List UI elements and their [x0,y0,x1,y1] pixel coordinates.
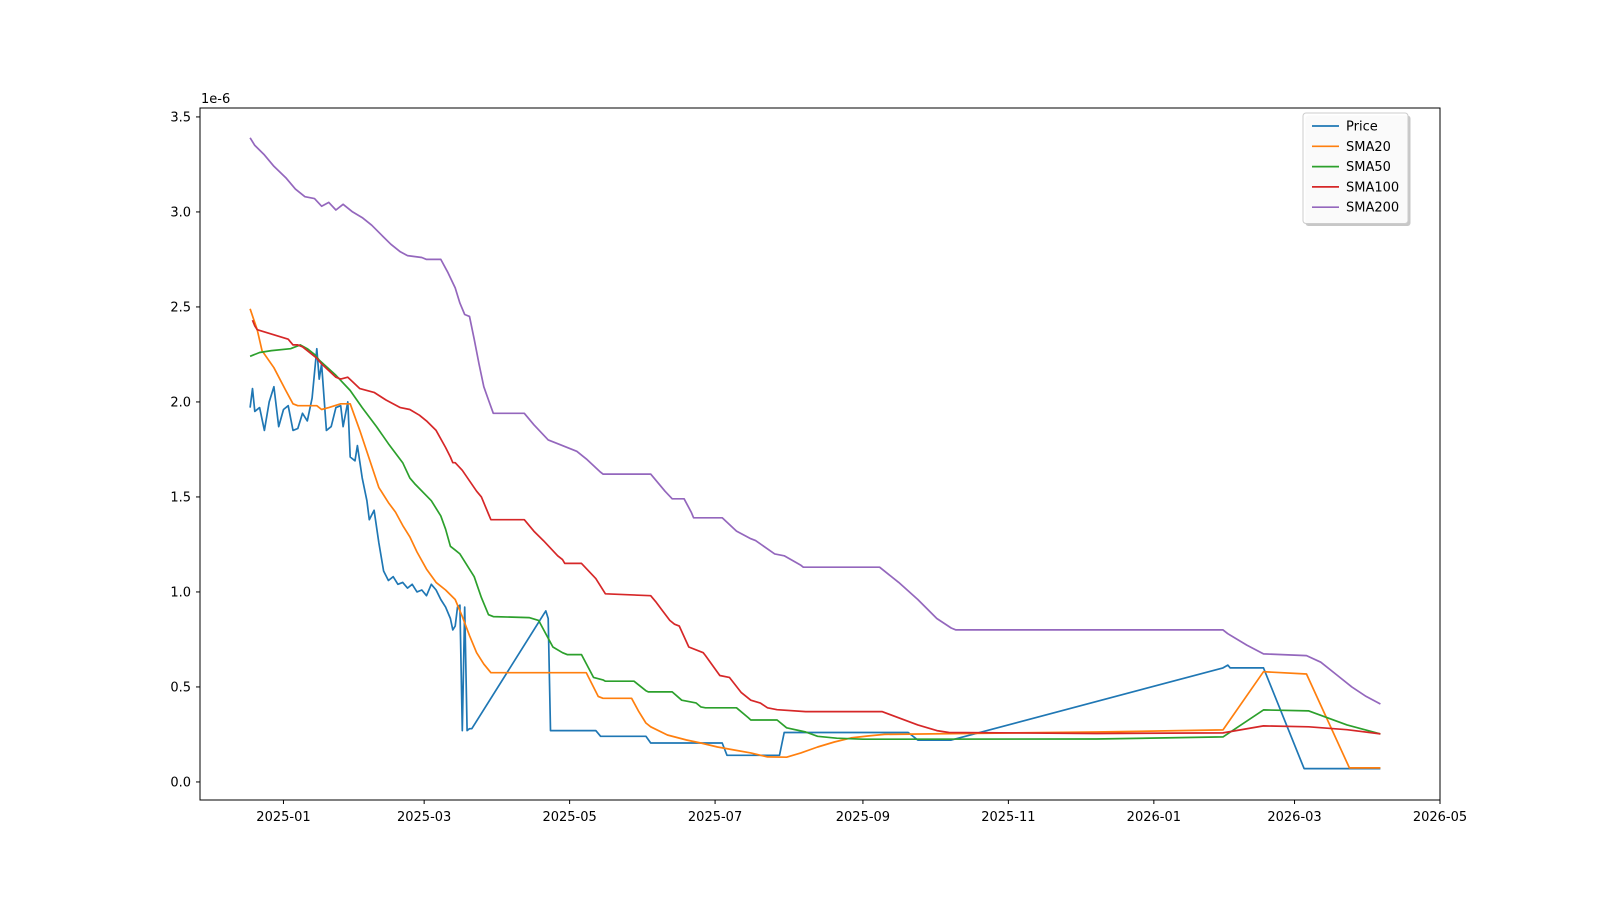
series-line-sma20 [249,308,1381,769]
y-tick-label: 3.5 [170,110,191,125]
y-tick-label: 3.0 [170,205,191,220]
legend-box [1302,112,1409,224]
legend-item: SMA100 [1312,180,1399,195]
legend-item: SMA50 [1312,160,1391,175]
x-tick-label: 2025-11 [981,810,1035,825]
series-line-sma200 [249,137,1381,705]
y-tick-label: 0.0 [170,775,191,790]
legend-item: Price [1312,120,1378,135]
y-tick-label: 1.0 [170,585,191,600]
x-tick-label: 2025-09 [836,810,890,825]
legend-label: SMA100 [1346,180,1399,195]
legend-item: SMA20 [1312,140,1391,155]
legend-label: SMA20 [1346,140,1391,155]
x-tick-label: 2025-07 [688,810,742,825]
x-axis: 2025-01 2025-03 2025-05 2025-07 2025-09 2025-… [256,800,1467,825]
x-tick-label: 2025-01 [256,810,310,825]
legend-label: SMA200 [1346,201,1399,216]
series-group [249,137,1381,770]
series-line-sma100 [251,319,1381,735]
y-tick-label: 1.5 [170,490,191,505]
legend-label: SMA50 [1346,160,1391,175]
legend: Price SMA20 SMA50 SMA100 SMA200 [1302,112,1411,226]
series-line-sma50 [249,344,1381,741]
x-tick-label: 2025-03 [397,810,451,825]
y-axis: 0.0 0.5 1.0 1.5 2.0 2.5 3.0 3.5 [170,110,200,790]
x-tick-label: 2025-05 [542,810,596,825]
y-tick-label: 2.0 [170,395,191,410]
x-tick-label: 2026-05 [1413,810,1467,825]
x-tick-label: 2026-01 [1127,810,1181,825]
x-tick-label: 2026-03 [1267,810,1321,825]
series-line-price [249,347,1381,770]
legend-item: SMA200 [1312,201,1399,216]
y-offset-label: 1e-6 [201,92,230,107]
y-tick-label: 0.5 [170,680,191,695]
axes-frame [199,107,1441,801]
legend-label: Price [1346,120,1378,135]
y-tick-label: 2.5 [170,300,191,315]
